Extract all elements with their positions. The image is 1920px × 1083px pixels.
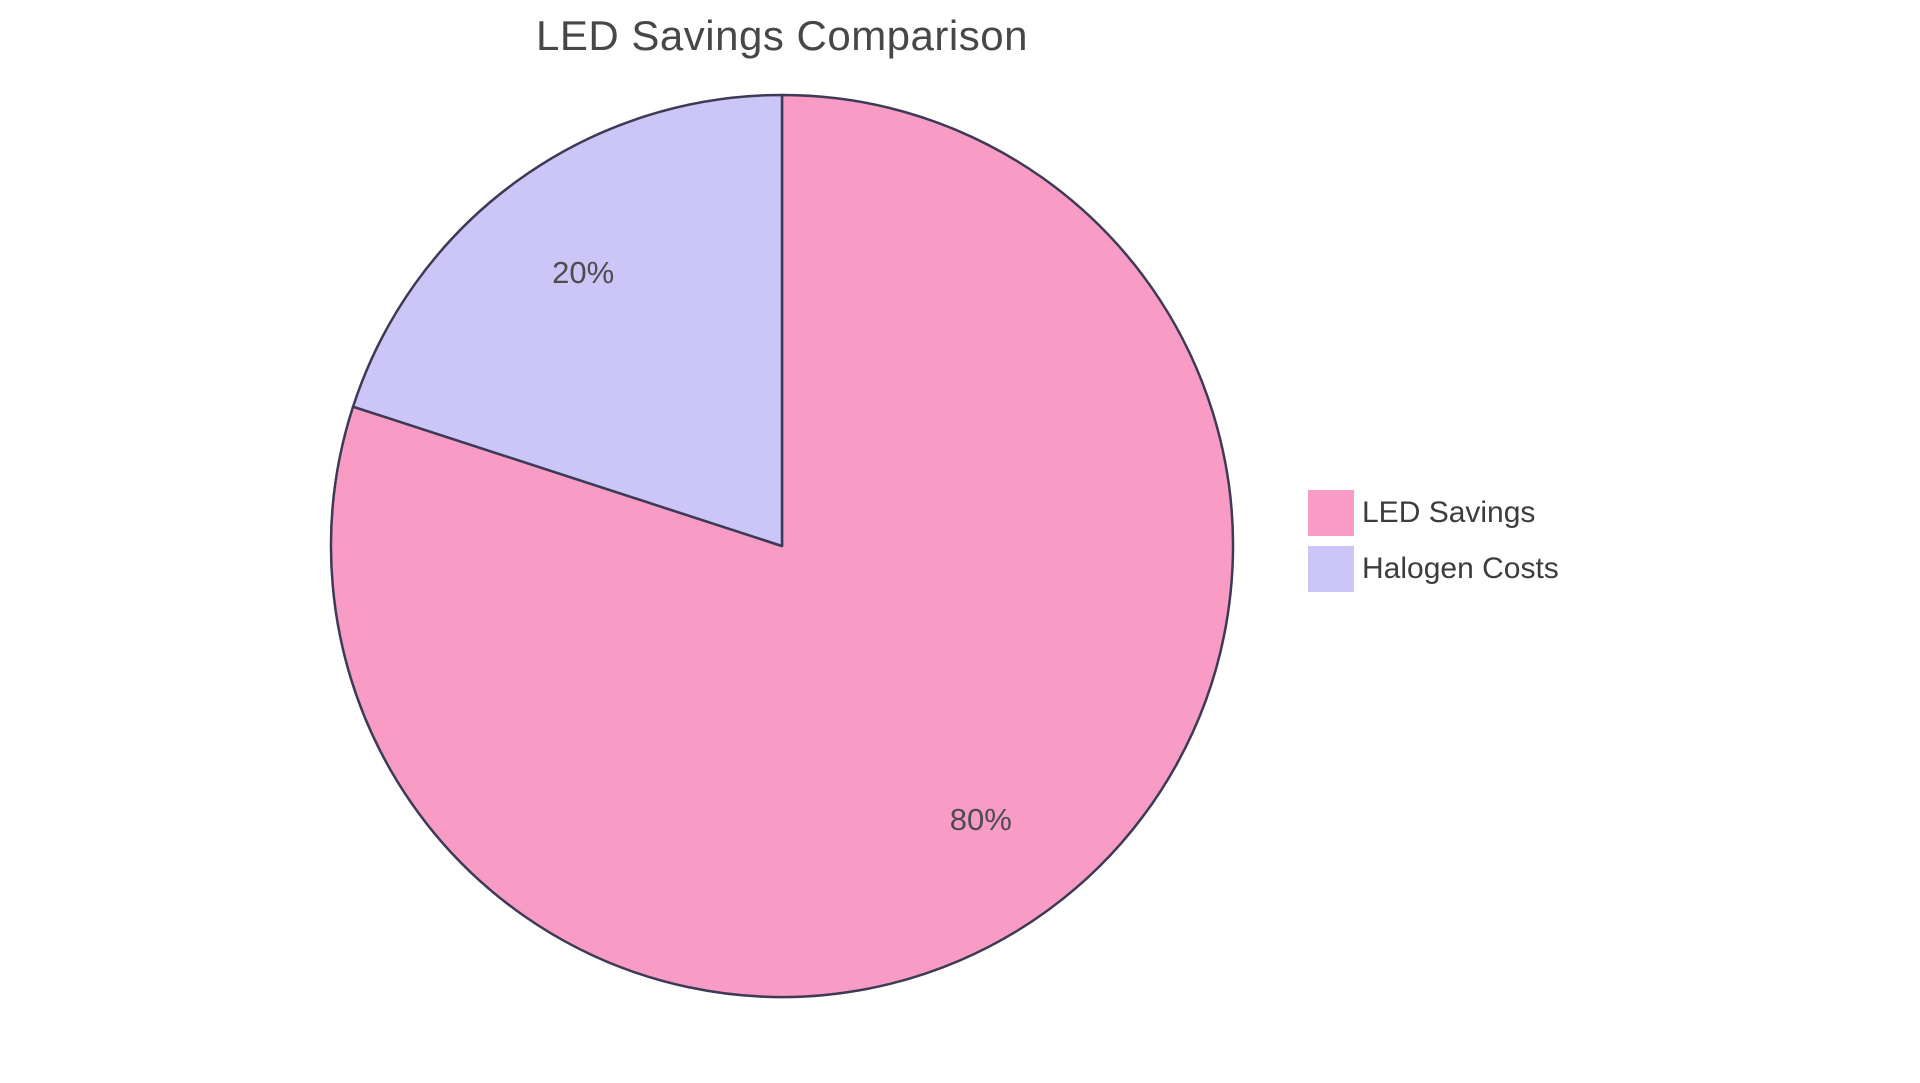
slice-percent-label-halogen-costs: 20% (552, 255, 614, 290)
legend-label-halogen-costs: Halogen Costs (1362, 552, 1559, 585)
slice-percent-label-led-savings: 80% (950, 802, 1012, 837)
legend: LED Savings Halogen Costs (1308, 490, 1559, 592)
legend-item-halogen-costs[interactable]: Halogen Costs (1308, 546, 1559, 592)
legend-swatch-led-savings (1308, 490, 1354, 536)
chart-title: LED Savings Comparison (536, 12, 1028, 59)
legend-label-led-savings: LED Savings (1362, 496, 1536, 529)
legend-swatch-halogen-costs (1308, 546, 1354, 592)
legend-item-led-savings[interactable]: LED Savings (1308, 490, 1559, 536)
pie-slice-halogen-costs (351, 93, 784, 548)
pie-slice-led-savings (329, 93, 1235, 999)
